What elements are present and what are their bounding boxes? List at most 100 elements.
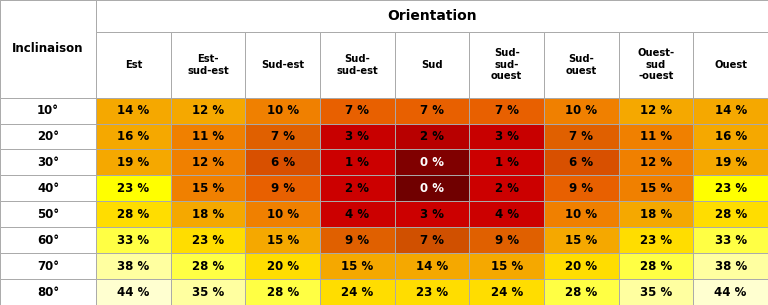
Bar: [96, 98, 170, 124]
Bar: [0, 124, 96, 149]
Bar: [0, 227, 96, 253]
Text: 6 %: 6 %: [270, 156, 295, 169]
Bar: [0, 0, 96, 32]
Text: 4 %: 4 %: [495, 208, 518, 221]
Bar: [544, 98, 619, 124]
Bar: [96, 227, 170, 253]
Bar: [619, 253, 694, 279]
Bar: [469, 32, 544, 98]
Text: 28 %: 28 %: [266, 285, 299, 299]
Bar: [619, 175, 694, 201]
Bar: [170, 253, 245, 279]
Bar: [395, 32, 469, 98]
Text: 12 %: 12 %: [640, 104, 672, 117]
Text: Est-
sud-est: Est- sud-est: [187, 54, 229, 76]
Text: Sud-
ouest: Sud- ouest: [566, 54, 597, 76]
Bar: [245, 98, 320, 124]
Text: 10 %: 10 %: [565, 104, 598, 117]
Bar: [245, 253, 320, 279]
Text: 2 %: 2 %: [346, 182, 369, 195]
Text: 7 %: 7 %: [495, 104, 518, 117]
Text: Inclinaison: Inclinaison: [12, 42, 84, 55]
Bar: [245, 201, 320, 227]
Text: 15 %: 15 %: [640, 182, 672, 195]
Text: Sud-
sud-est: Sud- sud-est: [336, 54, 378, 76]
Bar: [0, 149, 96, 175]
Bar: [469, 279, 544, 305]
Text: 14 %: 14 %: [416, 260, 448, 273]
Text: 16 %: 16 %: [118, 130, 150, 143]
Text: 16 %: 16 %: [714, 130, 746, 143]
Bar: [544, 253, 619, 279]
Text: 35 %: 35 %: [640, 285, 672, 299]
Text: 18 %: 18 %: [640, 208, 672, 221]
Bar: [170, 32, 245, 98]
Text: 38 %: 38 %: [714, 260, 746, 273]
Bar: [694, 32, 768, 98]
Bar: [0, 279, 96, 305]
Text: 0 %: 0 %: [420, 182, 444, 195]
Text: 20°: 20°: [37, 130, 59, 143]
Bar: [96, 124, 170, 149]
Text: 14 %: 14 %: [118, 104, 150, 117]
Text: 7 %: 7 %: [420, 234, 444, 247]
Bar: [469, 227, 544, 253]
Bar: [96, 279, 170, 305]
Bar: [96, 201, 170, 227]
Text: 30°: 30°: [37, 156, 59, 169]
Bar: [245, 32, 320, 98]
Text: 10 %: 10 %: [565, 208, 598, 221]
Text: 60°: 60°: [37, 234, 59, 247]
Bar: [395, 175, 469, 201]
Text: 1 %: 1 %: [346, 156, 369, 169]
Bar: [0, 98, 96, 124]
Bar: [544, 279, 619, 305]
Bar: [245, 279, 320, 305]
Text: 28 %: 28 %: [118, 208, 150, 221]
Bar: [619, 124, 694, 149]
Text: 10°: 10°: [37, 104, 59, 117]
Bar: [395, 253, 469, 279]
Text: 35 %: 35 %: [192, 285, 224, 299]
Text: 9 %: 9 %: [495, 234, 518, 247]
Bar: [619, 32, 694, 98]
Text: 19 %: 19 %: [714, 156, 746, 169]
Bar: [619, 227, 694, 253]
Text: 15 %: 15 %: [565, 234, 598, 247]
Bar: [96, 0, 768, 32]
Bar: [0, 175, 96, 201]
Bar: [0, 201, 96, 227]
Bar: [619, 149, 694, 175]
Bar: [320, 124, 395, 149]
Bar: [170, 175, 245, 201]
Bar: [694, 124, 768, 149]
Text: 15 %: 15 %: [491, 260, 523, 273]
Text: 40°: 40°: [37, 182, 59, 195]
Bar: [320, 253, 395, 279]
Bar: [694, 201, 768, 227]
Text: 7 %: 7 %: [569, 130, 594, 143]
Bar: [320, 98, 395, 124]
Bar: [320, 227, 395, 253]
Text: 24 %: 24 %: [341, 285, 373, 299]
Text: 70°: 70°: [37, 260, 59, 273]
Text: 7 %: 7 %: [420, 104, 444, 117]
Bar: [245, 227, 320, 253]
Text: 11 %: 11 %: [192, 130, 224, 143]
Text: 10 %: 10 %: [266, 104, 299, 117]
Text: 10 %: 10 %: [266, 208, 299, 221]
Bar: [170, 98, 245, 124]
Text: 4 %: 4 %: [346, 208, 369, 221]
Bar: [170, 279, 245, 305]
Bar: [0, 253, 96, 279]
Bar: [694, 149, 768, 175]
Bar: [395, 124, 469, 149]
Text: 3 %: 3 %: [346, 130, 369, 143]
Text: 15 %: 15 %: [266, 234, 299, 247]
Text: 7 %: 7 %: [270, 130, 295, 143]
Text: 24 %: 24 %: [491, 285, 523, 299]
Text: 3 %: 3 %: [495, 130, 518, 143]
Bar: [544, 175, 619, 201]
Bar: [96, 253, 170, 279]
Text: 28 %: 28 %: [714, 208, 746, 221]
